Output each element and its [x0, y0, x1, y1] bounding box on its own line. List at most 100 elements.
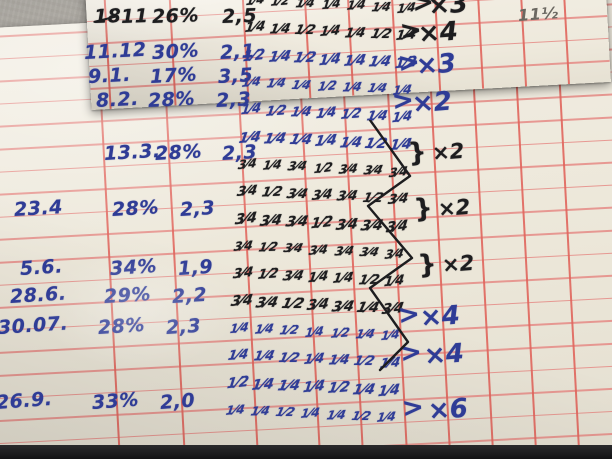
tally-fraction-cell: 1⁄4 — [249, 403, 272, 419]
tally-fraction-cell: 3⁄4 — [385, 217, 410, 237]
tally-fraction-cell: 3⁄4 — [383, 245, 405, 262]
multiplier-annotation: ×4 — [418, 300, 462, 334]
tally-fraction-cell: 1⁄2 — [291, 49, 318, 67]
tally-fraction-cell: 3⁄4 — [286, 159, 309, 174]
multiplier-annotation: ×2 — [441, 250, 476, 278]
tally-fraction-cell: 1⁄4 — [294, 0, 317, 10]
table-date-cell: 13.3. — [103, 139, 162, 165]
table-percent-cell: 28% — [97, 313, 146, 339]
tally-fraction-cell: 3⁄4 — [386, 190, 410, 208]
tally-fraction-cell: 3⁄4 — [337, 161, 359, 177]
tally-fraction-cell: 3⁄4 — [358, 245, 381, 260]
tally-fraction-cell: 1⁄4 — [338, 134, 364, 152]
table-date-cell: 11.12 — [83, 38, 148, 64]
tally-fraction-cell: 1⁄2 — [256, 266, 280, 284]
tally-fraction-cell: 1⁄2 — [257, 239, 280, 255]
tally-fraction-cell: 1⁄4 — [275, 377, 302, 395]
tally-fraction-cell: 1⁄4 — [302, 350, 326, 368]
tally-fraction-cell: 1⁄4 — [364, 108, 389, 125]
tally-fraction-cell: 3⁄4 — [285, 186, 310, 202]
tally-fraction-cell: 1⁄4 — [239, 100, 262, 119]
tally-fraction-cell: 1⁄2 — [278, 322, 301, 338]
tally-fraction-cell: 1⁄4 — [351, 381, 377, 399]
tally-fraction-cell: 1⁄2 — [242, 46, 267, 66]
tally-fraction-cell: 1⁄4 — [342, 51, 368, 70]
tally-fraction-cell: 1⁄2 — [279, 295, 306, 312]
tally-fraction-cell: 3⁄4 — [335, 188, 360, 205]
tally-fraction-cell: 1⁄4 — [317, 49, 342, 70]
tally-fraction-cell: 3⁄4 — [259, 211, 284, 230]
tally-fraction-cell: 3⁄4 — [362, 162, 385, 178]
tally-fraction-cell: 1⁄4 — [354, 326, 376, 342]
table-date-cell: 11 — [120, 5, 149, 28]
tally-fraction-cell: 3⁄4 — [231, 264, 254, 283]
multiplier-annotation: ×4 — [422, 338, 466, 372]
tally-fraction-cell: 1⁄2 — [312, 159, 334, 176]
table-percent-cell: 30% — [151, 39, 200, 64]
multiplier-annotation: ×2 — [431, 138, 466, 166]
tally-fraction-cell: 1⁄4 — [227, 346, 250, 364]
tally-fraction-cell: 1⁄4 — [345, 0, 367, 14]
tally-fraction-cell: 1⁄2 — [270, 0, 292, 10]
tally-fraction-cell: 1⁄2 — [276, 350, 301, 366]
tally-fraction-cell: 1⁄4 — [304, 323, 325, 340]
table-value-cell: 2,3 — [179, 196, 216, 221]
tally-fraction-cell: 1⁄4 — [268, 21, 292, 38]
grouping-bracket: > — [400, 392, 426, 424]
tally-fraction-cell: 3⁄4 — [359, 217, 385, 235]
table-date-cell: 9.1. — [87, 63, 132, 88]
table-percent-cell: 26% — [151, 4, 200, 28]
grouping-bracket: > — [398, 337, 424, 369]
tally-fraction-cell: 1⁄4 — [366, 81, 389, 96]
table-date-cell: 8.2. — [95, 87, 140, 112]
tally-fraction-cell: 1⁄4 — [377, 381, 402, 401]
tally-fraction-cell: 1⁄4 — [238, 128, 263, 147]
tally-fraction-cell: 1⁄4 — [243, 19, 267, 37]
table-percent-cell: 33% — [91, 388, 140, 414]
tally-fraction-cell: 1⁄4 — [289, 104, 313, 121]
column-rule — [561, 0, 570, 85]
tally-fraction-cell: 3⁄4 — [388, 163, 409, 180]
tally-fraction-cell: 1⁄2 — [293, 22, 318, 38]
tally-fraction-cell: 1⁄2 — [356, 272, 381, 288]
tally-fraction-cell: 1⁄4 — [262, 130, 288, 148]
table-date-cell: 28.6. — [9, 282, 68, 308]
tally-fraction-cell: 3⁄4 — [281, 268, 305, 285]
tally-fraction-cell: 1⁄4 — [325, 407, 347, 423]
tally-fraction-cell: 3⁄4 — [234, 209, 258, 229]
tally-fraction-cell: 1⁄2 — [264, 102, 288, 120]
table-percent-cell: 34% — [109, 255, 158, 280]
table-value-cell: 2,3 — [165, 314, 202, 339]
grouping-bracket: } — [416, 249, 438, 281]
tally-fraction-cell: 3⁄4 — [305, 296, 330, 315]
tally-fraction-cell: 1⁄4 — [355, 299, 381, 316]
tally-fraction-cell: 1⁄4 — [319, 23, 342, 41]
table-date-cell: 30.07. — [0, 312, 69, 339]
tally-fraction-cell: 1⁄4 — [313, 132, 338, 151]
tally-fraction-cell: 1⁄4 — [375, 409, 397, 426]
tally-fraction-cell: 1⁄2 — [340, 106, 363, 124]
table-percent-cell: 17% — [149, 63, 198, 88]
tally-fraction-cell: 1⁄2 — [368, 26, 393, 42]
tally-fraction-cell: 1⁄2 — [316, 77, 338, 94]
grouping-bracket: } — [406, 137, 428, 169]
multiplier-annotation: ×4 — [416, 16, 460, 50]
multiplier-annotation: ×3 — [414, 48, 458, 82]
tally-fraction-cell: 1⁄4 — [253, 321, 275, 337]
tally-fraction-cell: 3⁄4 — [333, 243, 355, 259]
table-date-cell: 5.6. — [19, 255, 64, 280]
tally-fraction-cell: 1⁄4 — [301, 377, 326, 397]
tally-fraction-cell: 1⁄4 — [267, 47, 292, 66]
tally-fraction-cell: 1⁄4 — [228, 319, 250, 336]
table-percent-cell: 28% — [154, 140, 203, 165]
tally-fraction-cell: 1⁄4 — [287, 132, 314, 149]
table-percent-cell: 28% — [147, 87, 196, 112]
tally-fraction-cell: 3⁄4 — [232, 237, 254, 254]
tally-fraction-cell: 1⁄4 — [245, 0, 266, 9]
tally-fraction-cell: 1⁄2 — [326, 379, 352, 398]
tally-fraction-cell: 3⁄4 — [254, 294, 280, 312]
tally-fraction-cell: 1⁄4 — [382, 272, 405, 291]
tally-fraction-cell: 1⁄2 — [350, 409, 373, 423]
tally-fraction-cell: 1⁄4 — [343, 24, 368, 42]
